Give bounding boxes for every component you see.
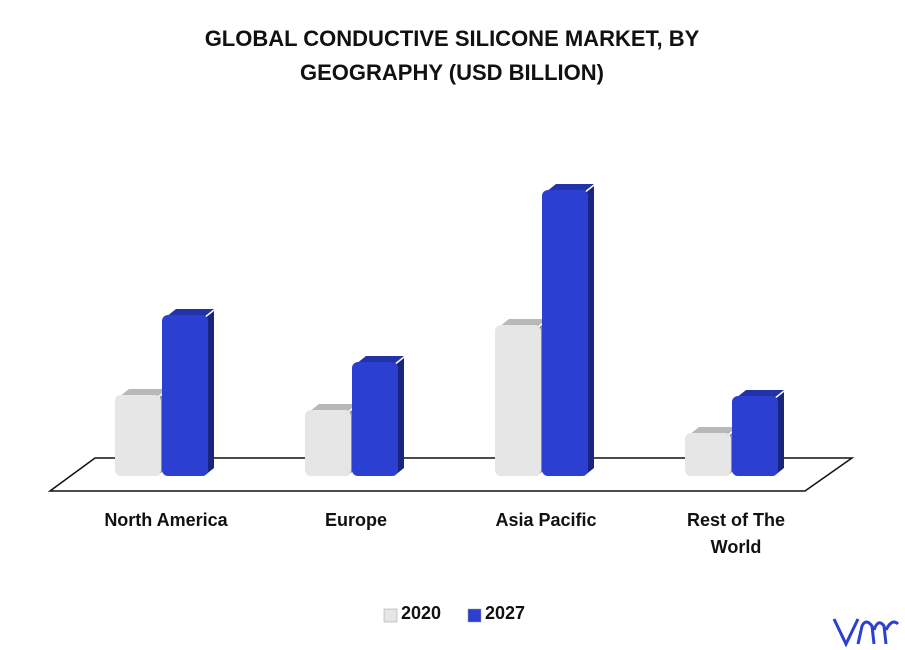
bar-face [305,410,351,476]
x-tick-label: Europe [324,510,387,530]
bar [732,390,784,476]
bar-face [732,396,778,476]
legend-label: 2027 [485,603,526,623]
bar-face [542,190,588,476]
legend-swatch [383,608,398,623]
bar-face [685,433,731,476]
legend-swatch [467,608,482,623]
floor [47,457,855,492]
bar-face [162,315,208,476]
logo [832,618,900,648]
bar-face [352,362,398,476]
chart-title: GLOBAL CONDUCTIVE SILICONE MARKET, BY GE… [204,26,700,85]
bar-face [115,395,161,476]
bar [352,356,404,476]
x-tick-label: North America [104,510,228,530]
bar [115,389,167,476]
x-tick-label: Rest of The World [686,510,785,557]
x-tick-label: Asia Pacific [495,510,597,530]
bar-face [495,325,541,476]
bar [305,404,357,476]
legend-label: 2020 [401,603,442,623]
bar [162,309,214,476]
bar [685,427,737,476]
bar [542,184,594,476]
bar [495,319,547,476]
